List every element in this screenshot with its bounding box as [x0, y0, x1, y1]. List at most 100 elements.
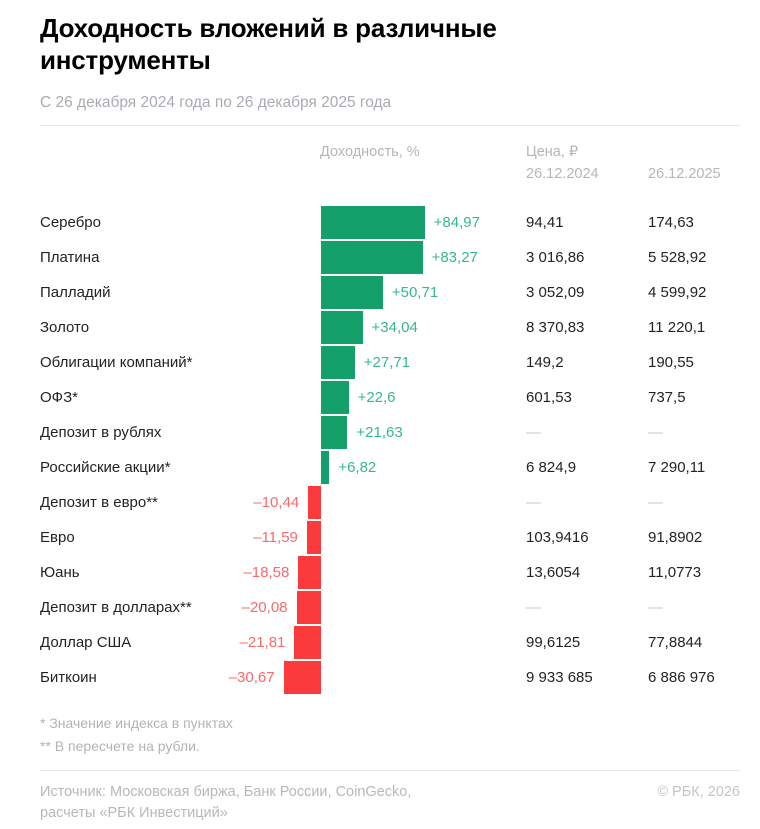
- bar-value-label: –18,58: [243, 564, 290, 581]
- copyright: © РБК, 2026: [657, 784, 740, 800]
- price-end-cell: 6 886 976: [648, 669, 715, 686]
- table-row: Облигации компаний* +27,71 149,2 190,55: [0, 345, 760, 380]
- bar-value-label: +83,27: [431, 249, 478, 266]
- bar-positive: [321, 311, 363, 344]
- bar-value-label: –11,59: [253, 529, 298, 546]
- table-row: Золото +34,04 8 370,83 11 220,1: [0, 310, 760, 345]
- price-end-cell: —: [648, 424, 663, 441]
- price-start-cell: 601,53: [526, 389, 572, 406]
- page-subtitle: С 26 декабря 2024 года по 26 декабря 202…: [40, 94, 392, 111]
- source-line-2: расчеты «РБК Инвестиций»: [40, 805, 228, 821]
- bar-positive: [321, 276, 383, 309]
- bar-area: –11,59: [0, 520, 760, 555]
- bar-value-label: +84,97: [433, 214, 480, 231]
- bar-value-label: –21,81: [239, 634, 286, 651]
- price-start-cell: 13,6054: [526, 564, 581, 581]
- table-row: Евро –11,59 103,9416 91,8902: [0, 520, 760, 555]
- bar-negative: [283, 661, 321, 694]
- table-row: Доллар США –21,81 99,6125 77,8844: [0, 625, 760, 660]
- price-end-cell: 190,55: [648, 354, 694, 371]
- price-end-cell: 11 220,1: [648, 319, 706, 336]
- price-start-cell: 6 824,9: [526, 459, 577, 476]
- bar-negative: [308, 486, 321, 519]
- row-label: Депозит в рублях: [40, 424, 162, 441]
- table-row: Юань –18,58 13,6054 11,0773: [0, 555, 760, 590]
- price-start-cell: 103,9416: [526, 529, 589, 546]
- source-block: Источник: Московская биржа, Банк России,…: [40, 782, 740, 824]
- column-header-date-start: 26.12.2024: [526, 166, 599, 182]
- price-start-cell: 9 933 685: [526, 669, 593, 686]
- bar-area: +50,71: [0, 275, 760, 310]
- price-start-cell: —: [526, 599, 541, 616]
- row-label: Серебро: [40, 214, 101, 231]
- table-row: Депозит в рублях +21,63 — —: [0, 415, 760, 450]
- divider-top: [40, 125, 740, 126]
- row-label: Российские акции*: [40, 459, 171, 476]
- footnotes: * Значение индекса в пунктах ** В пересче…: [40, 712, 740, 758]
- row-label: Платина: [40, 249, 100, 266]
- price-end-cell: 4 599,92: [648, 284, 707, 301]
- price-start-cell: 99,6125: [526, 634, 581, 651]
- bar-value-label: +27,71: [363, 354, 411, 371]
- bar-area: –21,81: [0, 625, 760, 660]
- bar-negative: [296, 591, 321, 624]
- price-end-cell: 174,63: [648, 214, 694, 231]
- table-row: Российские акции* +6,82 6 824,9 7 290,11: [0, 450, 760, 485]
- price-end-cell: 737,5: [648, 389, 686, 406]
- table-row: Депозит в евро** –10,44 — —: [0, 485, 760, 520]
- bar-positive: [321, 346, 355, 379]
- bar-area: –10,44: [0, 485, 760, 520]
- row-label: Золото: [40, 319, 90, 336]
- bar-positive: [321, 241, 423, 274]
- price-start-cell: 8 370,83: [526, 319, 585, 336]
- bar-value-label: +6,82: [338, 459, 377, 476]
- bar-area: +34,04: [0, 310, 760, 345]
- bar-positive: [321, 381, 349, 414]
- bar-positive: [321, 451, 330, 484]
- bar-area: +22,6: [0, 380, 760, 415]
- bar-value-label: –20,08: [241, 599, 288, 616]
- source-text: Источник: Московская биржа, Банк России,…: [40, 782, 560, 824]
- table-row: Депозит в долларах** –20,08 — —: [0, 590, 760, 625]
- row-label: Евро: [40, 529, 75, 546]
- bar-area: –20,08: [0, 590, 760, 625]
- price-start-cell: —: [526, 424, 541, 441]
- bar-area: +6,82: [0, 450, 760, 485]
- source-line-1: Источник: Московская биржа, Банк России,…: [40, 784, 412, 800]
- bar-area: +84,97: [0, 205, 760, 240]
- table-row: Биткоин –30,67 9 933 685 6 886 976: [0, 660, 760, 695]
- footnote: ** В пересчете на рубли.: [40, 738, 200, 754]
- price-start-cell: 94,41: [526, 214, 564, 231]
- bar-negative: [294, 626, 321, 659]
- bar-negative: [306, 521, 321, 554]
- price-start-cell: 3 052,09: [526, 284, 585, 301]
- bar-value-label: –30,67: [228, 669, 275, 686]
- column-header-return: Доходность, %: [320, 144, 420, 160]
- price-end-cell: 11,0773: [648, 564, 702, 581]
- row-label: Депозит в долларах**: [40, 599, 192, 616]
- price-end-cell: 5 528,92: [648, 249, 707, 266]
- table-row: ОФЗ* +22,6 601,53 737,5: [0, 380, 760, 415]
- row-label: Депозит в евро**: [40, 494, 158, 511]
- bar-value-label: +22,6: [357, 389, 396, 406]
- row-label: Облигации компаний*: [40, 354, 193, 371]
- bar-value-label: +34,04: [371, 319, 418, 336]
- row-label: Биткоин: [40, 669, 97, 686]
- row-label: Доллар США: [40, 634, 132, 651]
- bar-positive: [321, 206, 425, 239]
- price-start-cell: —: [526, 494, 541, 511]
- bar-positive: [321, 416, 348, 449]
- bar-negative: [298, 556, 321, 589]
- bar-area: –30,67: [0, 660, 760, 695]
- column-header-price: Цена, ₽: [526, 144, 579, 160]
- page-title: Доходность вложений в различные инструме…: [40, 13, 497, 75]
- price-start-cell: 3 016,86: [526, 249, 585, 266]
- price-end-cell: 77,8844: [648, 634, 703, 651]
- column-header-date-end: 26.12.2025: [648, 166, 721, 182]
- bar-area: +27,71: [0, 345, 760, 380]
- bar-value-label: +50,71: [391, 284, 439, 301]
- table-row: Палладий +50,71 3 052,09 4 599,92: [0, 275, 760, 310]
- price-end-cell: —: [648, 599, 663, 616]
- bar-area: +21,63: [0, 415, 760, 450]
- price-start-cell: 149,2: [526, 354, 564, 371]
